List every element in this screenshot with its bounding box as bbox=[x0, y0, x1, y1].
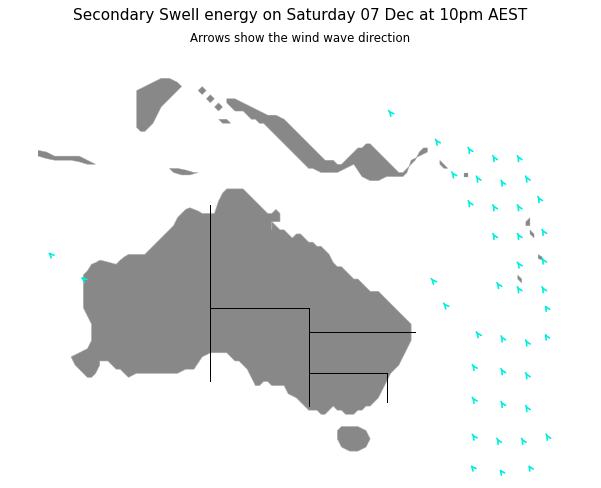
Polygon shape bbox=[206, 95, 215, 103]
Polygon shape bbox=[227, 99, 427, 181]
Polygon shape bbox=[517, 275, 522, 283]
Text: Secondary Swell energy on Saturday 07 Dec at 10pm AEST: Secondary Swell energy on Saturday 07 De… bbox=[73, 7, 528, 22]
Polygon shape bbox=[71, 189, 411, 414]
Polygon shape bbox=[215, 103, 222, 111]
Polygon shape bbox=[169, 168, 198, 175]
Polygon shape bbox=[198, 86, 206, 95]
Polygon shape bbox=[153, 21, 194, 45]
Text: Arrows show the wind wave direction: Arrows show the wind wave direction bbox=[191, 32, 410, 45]
Polygon shape bbox=[14, 144, 96, 164]
Polygon shape bbox=[530, 230, 534, 238]
Polygon shape bbox=[337, 427, 370, 451]
Polygon shape bbox=[465, 172, 469, 177]
Polygon shape bbox=[538, 254, 542, 260]
Polygon shape bbox=[136, 78, 182, 132]
Polygon shape bbox=[526, 218, 530, 226]
Polygon shape bbox=[219, 119, 231, 123]
Polygon shape bbox=[440, 160, 448, 168]
